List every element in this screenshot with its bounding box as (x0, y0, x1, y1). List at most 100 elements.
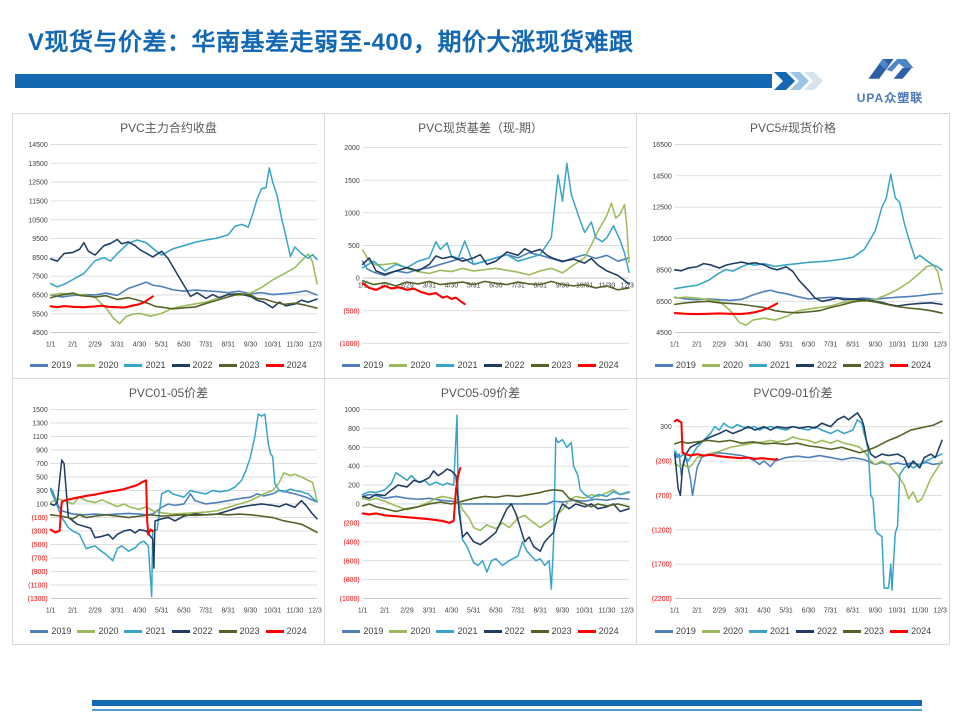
legend-label: 2021 (145, 360, 166, 370)
legend-item-2024: 2024 (577, 360, 619, 370)
y-tick-label: 13500 (28, 159, 47, 168)
y-tick-label: 11500 (29, 196, 48, 205)
chevron-right-icon (774, 72, 823, 90)
chevron-3 (804, 72, 823, 90)
y-tick-label: 4500 (656, 328, 671, 337)
legend-label: 2022 (817, 626, 838, 636)
y-tick-label: (2200) (652, 594, 672, 603)
legend-label: 2023 (864, 360, 885, 370)
x-tick-label: 6/30 (802, 339, 816, 348)
y-tick-label: (200) (344, 518, 360, 527)
y-tick-label: (1000) (340, 339, 360, 348)
chevron-2 (790, 72, 809, 90)
legend-item-2021: 2021 (436, 626, 478, 636)
series-2019 (49, 281, 318, 298)
series-2020 (674, 436, 943, 504)
x-tick-label: 9/30 (556, 605, 569, 614)
legend-label: 2024 (286, 626, 307, 636)
y-tick-label: 6500 (656, 297, 671, 306)
legend-item-2022: 2022 (796, 360, 837, 370)
x-tick-label: 6/30 (802, 605, 816, 614)
series-2023 (49, 292, 318, 310)
legend-label: 2020 (98, 360, 119, 370)
legend-label: 2023 (551, 360, 572, 370)
legend-label: 2022 (192, 360, 213, 370)
legend-key-2020 (389, 363, 408, 367)
logo-text: UPA众塑联 (856, 91, 924, 105)
legend-item-2022: 2022 (796, 626, 837, 636)
x-tick-label: 12/31 (933, 605, 947, 614)
legend-label: 2019 (363, 360, 384, 370)
x-tick-label: 1/1 (670, 605, 680, 614)
legend-label: 2020 (98, 626, 119, 636)
chart-pvc05-09-spread: PVC05-09价差 1000 800 600 400 200 0 (200) (400) (6… (325, 379, 637, 644)
x-tick-label: 2/1 (692, 339, 702, 348)
y-tick-label: 7500 (32, 271, 47, 280)
chart-legend: 2019 2020 2021 2022 2023 2024 (327, 354, 634, 376)
chart-title: PVC5#现货价格 (749, 121, 837, 135)
x-tick-label: 9/30 (244, 605, 257, 614)
legend-label: 2019 (363, 626, 384, 636)
legend-key-2020 (701, 629, 720, 633)
series-2023 (674, 299, 943, 314)
series-2021 (361, 162, 630, 273)
y-tick-label: 10500 (652, 234, 671, 243)
x-tick-label: 11/30 (286, 605, 303, 614)
x-tick-label: 3/31 (735, 605, 749, 614)
series-2024 (673, 302, 779, 316)
legend-item-2019: 2019 (30, 626, 71, 636)
series-2024 (361, 467, 462, 524)
x-tick-label: 4/30 (445, 280, 458, 289)
legend-item-2021: 2021 (748, 360, 790, 370)
legend-item-2019: 2019 (342, 360, 383, 370)
x-tick-label: 7/31 (511, 605, 524, 614)
series-2020 (674, 264, 943, 326)
y-tick-label: 14500 (652, 171, 671, 180)
chart-legend: 2019 2020 2021 2022 2023 2024 (639, 620, 947, 642)
legend-item-2020: 2020 (389, 360, 430, 370)
y-tick-label: (1200) (652, 525, 672, 534)
x-tick-label: 2/1 (68, 605, 78, 614)
x-tick-label: 2/1 (692, 605, 702, 614)
series-2020 (361, 202, 630, 276)
chart-title: PVC01-05价差 (128, 386, 209, 400)
x-tick-label: 5/31 (779, 339, 793, 348)
x-tick-label: 2/1 (68, 339, 78, 348)
y-tick-label: 6500 (32, 290, 47, 299)
x-tick-label: 8/31 (221, 605, 234, 614)
y-tick-label: (500) (344, 306, 360, 315)
y-tick-label: (900) (32, 567, 48, 576)
x-tick-label: 12/31 (620, 280, 634, 289)
legend-item-2024: 2024 (890, 360, 931, 370)
series-2020 (49, 253, 318, 325)
y-tick-label: 800 (348, 424, 360, 433)
legend-item-2020: 2020 (701, 626, 743, 636)
chart-title: PVC09-01价差 (753, 386, 833, 400)
legend-label: 2023 (864, 626, 885, 636)
legend-key-2024 (890, 629, 909, 633)
y-tick-label: 300 (36, 486, 48, 495)
series-2024 (361, 282, 466, 306)
x-tick-label: 3/31 (423, 605, 436, 614)
x-tick-label: 8/31 (221, 339, 234, 348)
legend-key-2024 (265, 363, 284, 367)
chart-pvc09-01-spread: PVC09-01价差 300 (200) (700) (1200) (1700) (220… (637, 379, 949, 644)
legend-item-2021: 2021 (124, 360, 166, 370)
x-tick-label: 2/29 (400, 280, 413, 289)
y-tick-label: 12500 (652, 202, 671, 211)
y-tick-label: 1000 (344, 405, 359, 414)
chart-title: PVC现货基差（现-期） (418, 121, 543, 135)
legend-label: 2024 (911, 626, 932, 636)
legend-key-2022 (483, 629, 502, 633)
legend-item-2022: 2022 (483, 626, 525, 636)
legend-key-2022 (483, 363, 502, 367)
x-tick-label: 6/30 (489, 605, 502, 614)
series-2021 (674, 418, 943, 592)
legend-label: 2024 (598, 626, 619, 636)
legend-key-2024 (265, 629, 284, 633)
legend-item-2024: 2024 (265, 626, 307, 636)
y-tick-label: (600) (344, 556, 360, 565)
x-tick-label: 8/31 (533, 605, 546, 614)
y-tick-label: (800) (344, 575, 360, 584)
legend-label: 2023 (551, 626, 572, 636)
